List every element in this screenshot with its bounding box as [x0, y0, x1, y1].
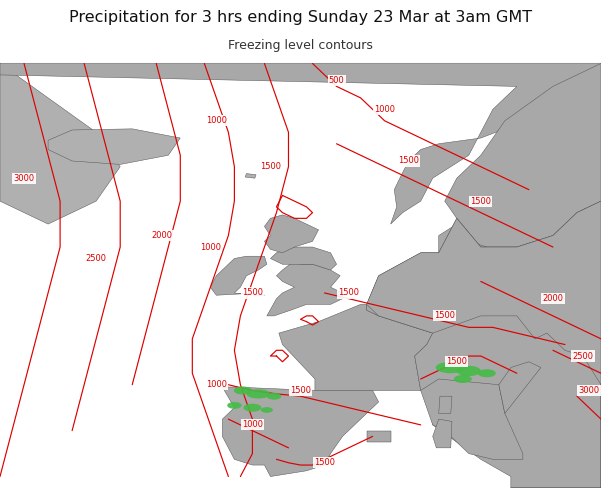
Polygon shape — [210, 256, 267, 295]
Text: Precipitation for 3 hrs ending Sunday 23 Mar at 3am GMT: Precipitation for 3 hrs ending Sunday 23… — [69, 10, 532, 25]
Ellipse shape — [234, 386, 252, 394]
Ellipse shape — [478, 369, 496, 377]
Polygon shape — [367, 201, 601, 488]
Polygon shape — [499, 362, 541, 413]
Text: 1500: 1500 — [447, 357, 467, 366]
Text: 2500: 2500 — [86, 254, 106, 263]
Text: 1500: 1500 — [242, 288, 263, 297]
Text: 3000: 3000 — [578, 386, 600, 395]
Text: 1000: 1000 — [206, 380, 227, 389]
Polygon shape — [279, 305, 433, 390]
Ellipse shape — [227, 402, 242, 409]
Ellipse shape — [454, 375, 472, 383]
Text: Freezing level contours: Freezing level contours — [228, 39, 373, 52]
Text: 1000: 1000 — [200, 243, 221, 251]
Polygon shape — [463, 241, 487, 253]
Polygon shape — [367, 430, 391, 442]
Text: 1500: 1500 — [471, 197, 491, 205]
Ellipse shape — [436, 362, 466, 373]
Text: 1500: 1500 — [338, 288, 359, 297]
Polygon shape — [433, 419, 452, 448]
Polygon shape — [222, 387, 379, 476]
Text: 500: 500 — [329, 76, 344, 85]
Text: 1000: 1000 — [206, 116, 227, 125]
Polygon shape — [439, 396, 452, 413]
Text: 2000: 2000 — [543, 294, 563, 303]
Ellipse shape — [243, 404, 261, 412]
Text: 1000: 1000 — [242, 420, 263, 429]
Polygon shape — [0, 63, 601, 224]
Text: 3000: 3000 — [13, 174, 35, 183]
Text: 1500: 1500 — [260, 162, 281, 171]
Polygon shape — [270, 247, 337, 270]
Text: 2000: 2000 — [152, 231, 172, 240]
Polygon shape — [421, 379, 523, 459]
Polygon shape — [245, 174, 256, 178]
Text: 1500: 1500 — [398, 157, 419, 165]
Text: 1500: 1500 — [290, 386, 311, 395]
Ellipse shape — [246, 389, 270, 399]
Ellipse shape — [457, 366, 481, 376]
Text: 1000: 1000 — [374, 105, 395, 114]
Polygon shape — [48, 129, 180, 164]
Text: 1500: 1500 — [435, 311, 455, 321]
Polygon shape — [0, 63, 120, 224]
Polygon shape — [445, 63, 601, 247]
Ellipse shape — [261, 407, 273, 413]
Text: 2500: 2500 — [573, 351, 593, 361]
Polygon shape — [367, 201, 601, 488]
Polygon shape — [267, 261, 343, 316]
Ellipse shape — [267, 393, 281, 400]
Polygon shape — [439, 224, 466, 259]
Polygon shape — [264, 215, 319, 253]
Text: 1500: 1500 — [314, 458, 335, 467]
